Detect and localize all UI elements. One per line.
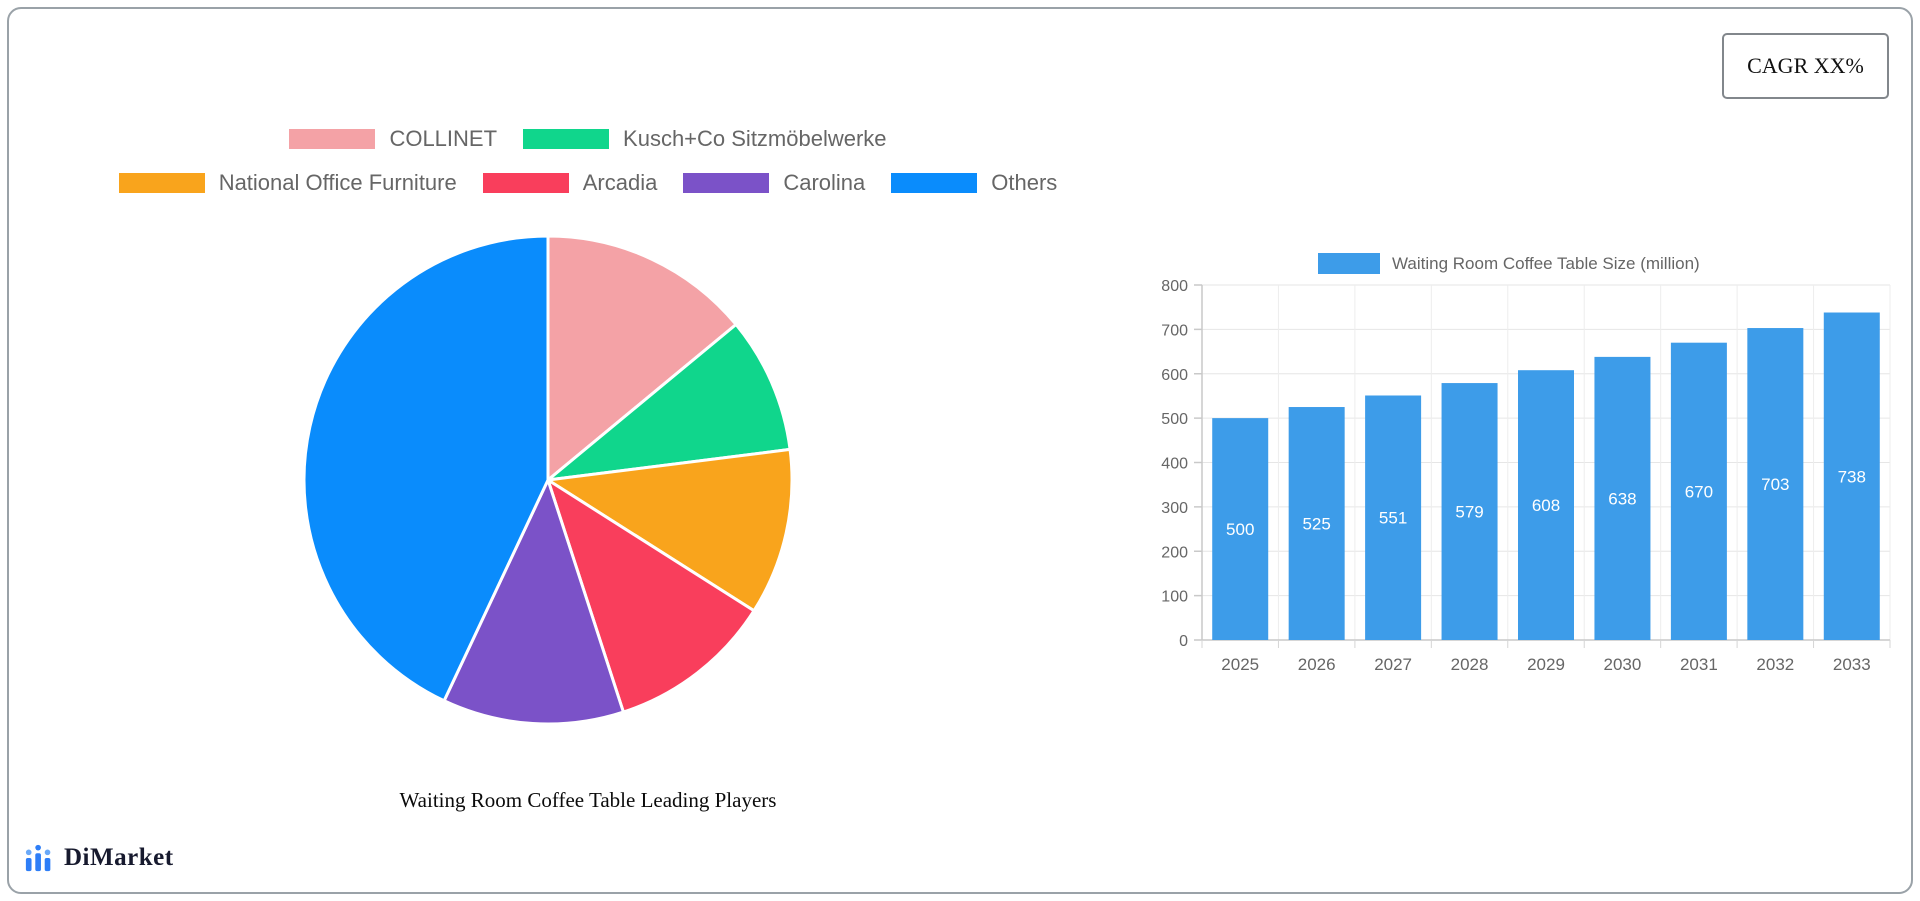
y-axis-label: 100 (1161, 589, 1188, 606)
bar-value-label: 579 (1455, 503, 1483, 522)
pie-slice-national-office-furniture (546, 447, 794, 613)
y-axis-label: 400 (1161, 456, 1188, 473)
y-axis-label: 600 (1161, 367, 1188, 384)
pie-slice-kusch-co-sitzm-belwerke (546, 322, 792, 482)
legend-item-arcadia: Arcadia (482, 170, 658, 196)
x-axis-label: 2032 (1756, 655, 1794, 674)
x-axis-label: 2029 (1527, 655, 1565, 674)
bar-value-label: 608 (1532, 496, 1560, 515)
y-axis-label: 800 (1161, 278, 1188, 295)
bar-value-label: 551 (1379, 509, 1407, 528)
pie-slice-collinet (546, 234, 738, 482)
legend-row: National Office Furniture Arcadia Carolina… (0, 170, 1176, 196)
bar-value-label: 525 (1302, 515, 1330, 534)
pie-slice-arcadia (546, 478, 756, 714)
bar-legend-swatch (1318, 253, 1380, 274)
legend-label: Kusch+Co Sitzmöbelwerke (623, 126, 887, 151)
y-axis-label: 200 (1161, 544, 1188, 561)
x-axis-label: 2033 (1833, 655, 1871, 674)
legend-swatch (683, 173, 770, 193)
legend-swatch (118, 173, 205, 193)
bar-2029 (1518, 370, 1574, 640)
x-axis-label: 2028 (1451, 655, 1489, 674)
pie-chart-title: Waiting Room Coffee Table Leading Player… (399, 788, 777, 812)
legend-item-carolina: Carolina (683, 170, 865, 196)
bar-chart-legend: Waiting Room Coffee Table Size (million) (1318, 253, 1700, 274)
bar-legend-label: Waiting Room Coffee Table Size (million) (1392, 253, 1700, 273)
cagr-label: CAGR XX% (1747, 53, 1864, 78)
x-axis-label: 2026 (1298, 655, 1336, 674)
bar-value-label: 738 (1838, 467, 1866, 486)
legend-label: COLLINET (389, 126, 498, 151)
x-axis-label: 2025 (1221, 655, 1259, 674)
x-axis-label: 2030 (1604, 655, 1642, 674)
bar-2026 (1288, 407, 1345, 640)
bar-chart: 0 100 200 300 400 500 600 700 800 500 2025 525 2026 5… (1161, 278, 1891, 674)
y-axis-label: 700 (1161, 322, 1188, 339)
brand-name: DiMarket (64, 844, 174, 871)
legend-item-kusch-co-sitzm-belwerke: Kusch+Co Sitzmöbelwerke (523, 126, 887, 152)
cagr-box: CAGR XX% (1722, 33, 1889, 99)
legend-swatch (523, 129, 610, 149)
legend-row: COLLINET Kusch+Co Sitzmöbelwerke (0, 126, 1176, 152)
legend-swatch (891, 173, 978, 193)
bar-2031 (1670, 342, 1727, 640)
legend-item-collinet: COLLINET (289, 126, 497, 152)
bar-chart-logo-icon (25, 844, 51, 872)
legend-item-others: Others (891, 170, 1057, 196)
brand-logo: DiMarket (24, 843, 174, 873)
bar-value-label: 500 (1226, 520, 1254, 539)
bar-2032 (1747, 328, 1804, 640)
bar-2030 (1594, 356, 1651, 640)
pie-legend: COLLINET Kusch+Co Sitzmöbelwerke National … (0, 126, 1176, 196)
x-axis-label: 2031 (1680, 655, 1718, 674)
y-axis-label: 300 (1161, 500, 1188, 517)
legend-label: Carolina (783, 170, 866, 195)
pie-chart (302, 234, 794, 726)
bar-value-label: 670 (1685, 482, 1713, 501)
bar-value-label: 703 (1761, 475, 1789, 494)
legend-label: Others (991, 170, 1058, 195)
bar-2025 (1212, 418, 1269, 640)
bar-2027 (1365, 395, 1422, 640)
bar-2033 (1823, 312, 1880, 640)
y-axis-label: 500 (1161, 411, 1188, 428)
legend-swatch (482, 173, 569, 193)
legend-swatch (289, 129, 376, 149)
legend-label: Arcadia (582, 170, 658, 195)
y-axis-label: 0 (1179, 633, 1188, 650)
bar-value-label: 638 (1608, 489, 1636, 508)
legend-label: National Office Furniture (218, 170, 457, 195)
x-axis-label: 2027 (1374, 655, 1412, 674)
pie-slice-others (302, 234, 550, 703)
legend-item-national-office-furniture: National Office Furniture (118, 170, 457, 196)
pie-slice-carolina (442, 478, 625, 726)
bar-2028 (1441, 383, 1498, 640)
